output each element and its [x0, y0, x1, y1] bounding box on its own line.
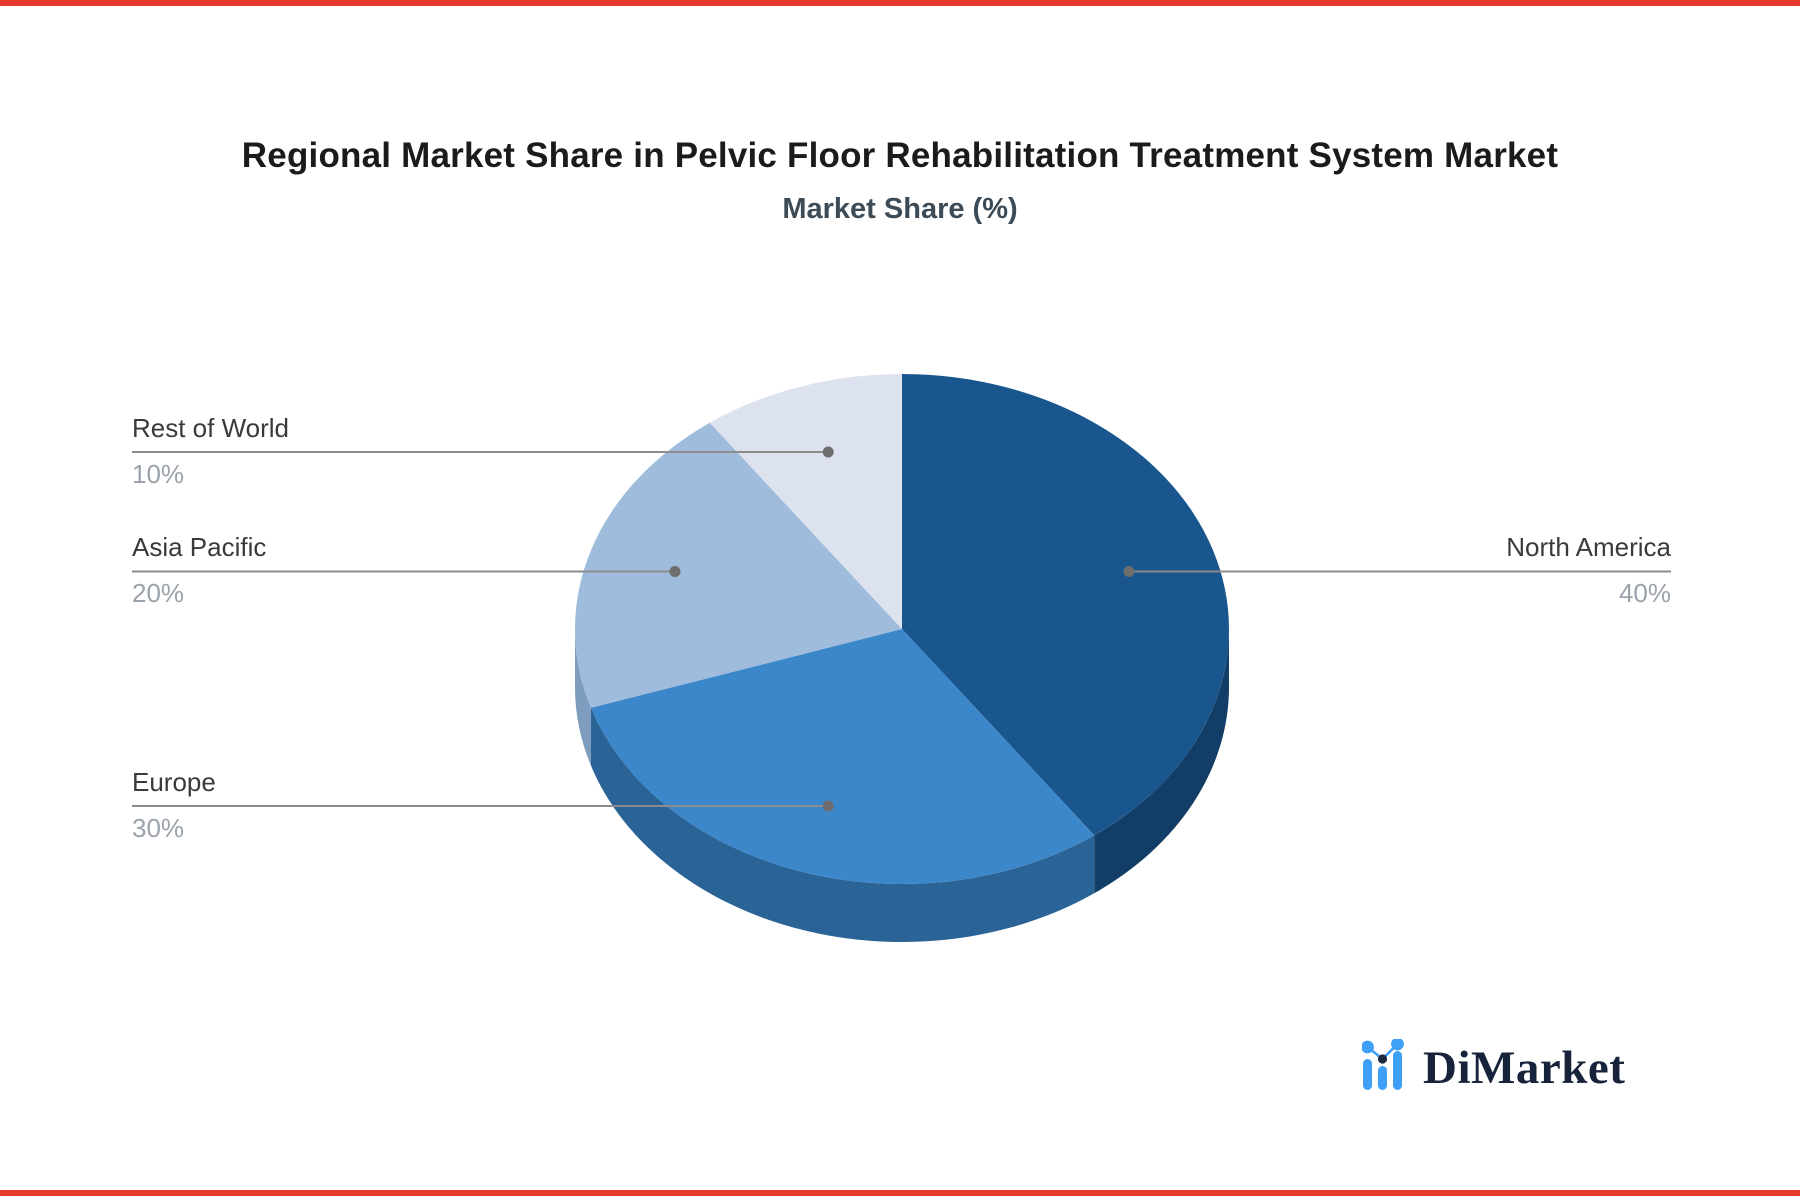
anchor-dot-north-america — [1123, 565, 1135, 577]
pie-slice-europe — [591, 629, 1095, 884]
pie-slice-rest-of-world — [709, 374, 902, 629]
top-accent-strip — [0, 0, 1800, 6]
callout-asia-pacific: Asia Pacific 20% — [132, 530, 266, 608]
bottom-accent-strip — [0, 1190, 1800, 1196]
callout-value: 30% — [132, 813, 185, 844]
pie-slice-north-america — [902, 374, 1230, 836]
callout-north-america: North America 40% — [1506, 530, 1671, 608]
pie-slice-side-north-america — [1094, 629, 1229, 894]
callout-value: 10% — [132, 458, 185, 489]
callout-value: 20% — [132, 578, 185, 609]
callout-label: North America — [1506, 532, 1671, 563]
logo-text: DiMarket — [1423, 1042, 1626, 1094]
chart-subtitle: Market Share (%) — [782, 193, 1018, 225]
anchor-dot-europe — [822, 800, 834, 812]
chart-title: Regional Market Share in Pelvic Floor Re… — [241, 136, 1559, 175]
callout-label: Asia Pacific — [132, 532, 267, 563]
callout-label: Europe — [132, 767, 216, 798]
pie-slice-asia-pacific — [575, 422, 902, 708]
pie-slice-side-europe — [591, 707, 1095, 942]
dimarket-logo: DiMarket — [1362, 1036, 1625, 1094]
anchor-dot-rest-of-world — [822, 446, 834, 458]
callout-europe: Europe 30% — [132, 765, 216, 843]
callout-rest-of-world: Rest of World 10% — [132, 411, 289, 489]
anchor-dot-asia-pacific — [669, 565, 681, 577]
bar-line-chart-icon — [1362, 1039, 1404, 1090]
callout-label: Rest of World — [132, 412, 290, 443]
pie-slice-side-asia-pacific — [575, 629, 592, 766]
callout-value: 40% — [1618, 578, 1671, 609]
